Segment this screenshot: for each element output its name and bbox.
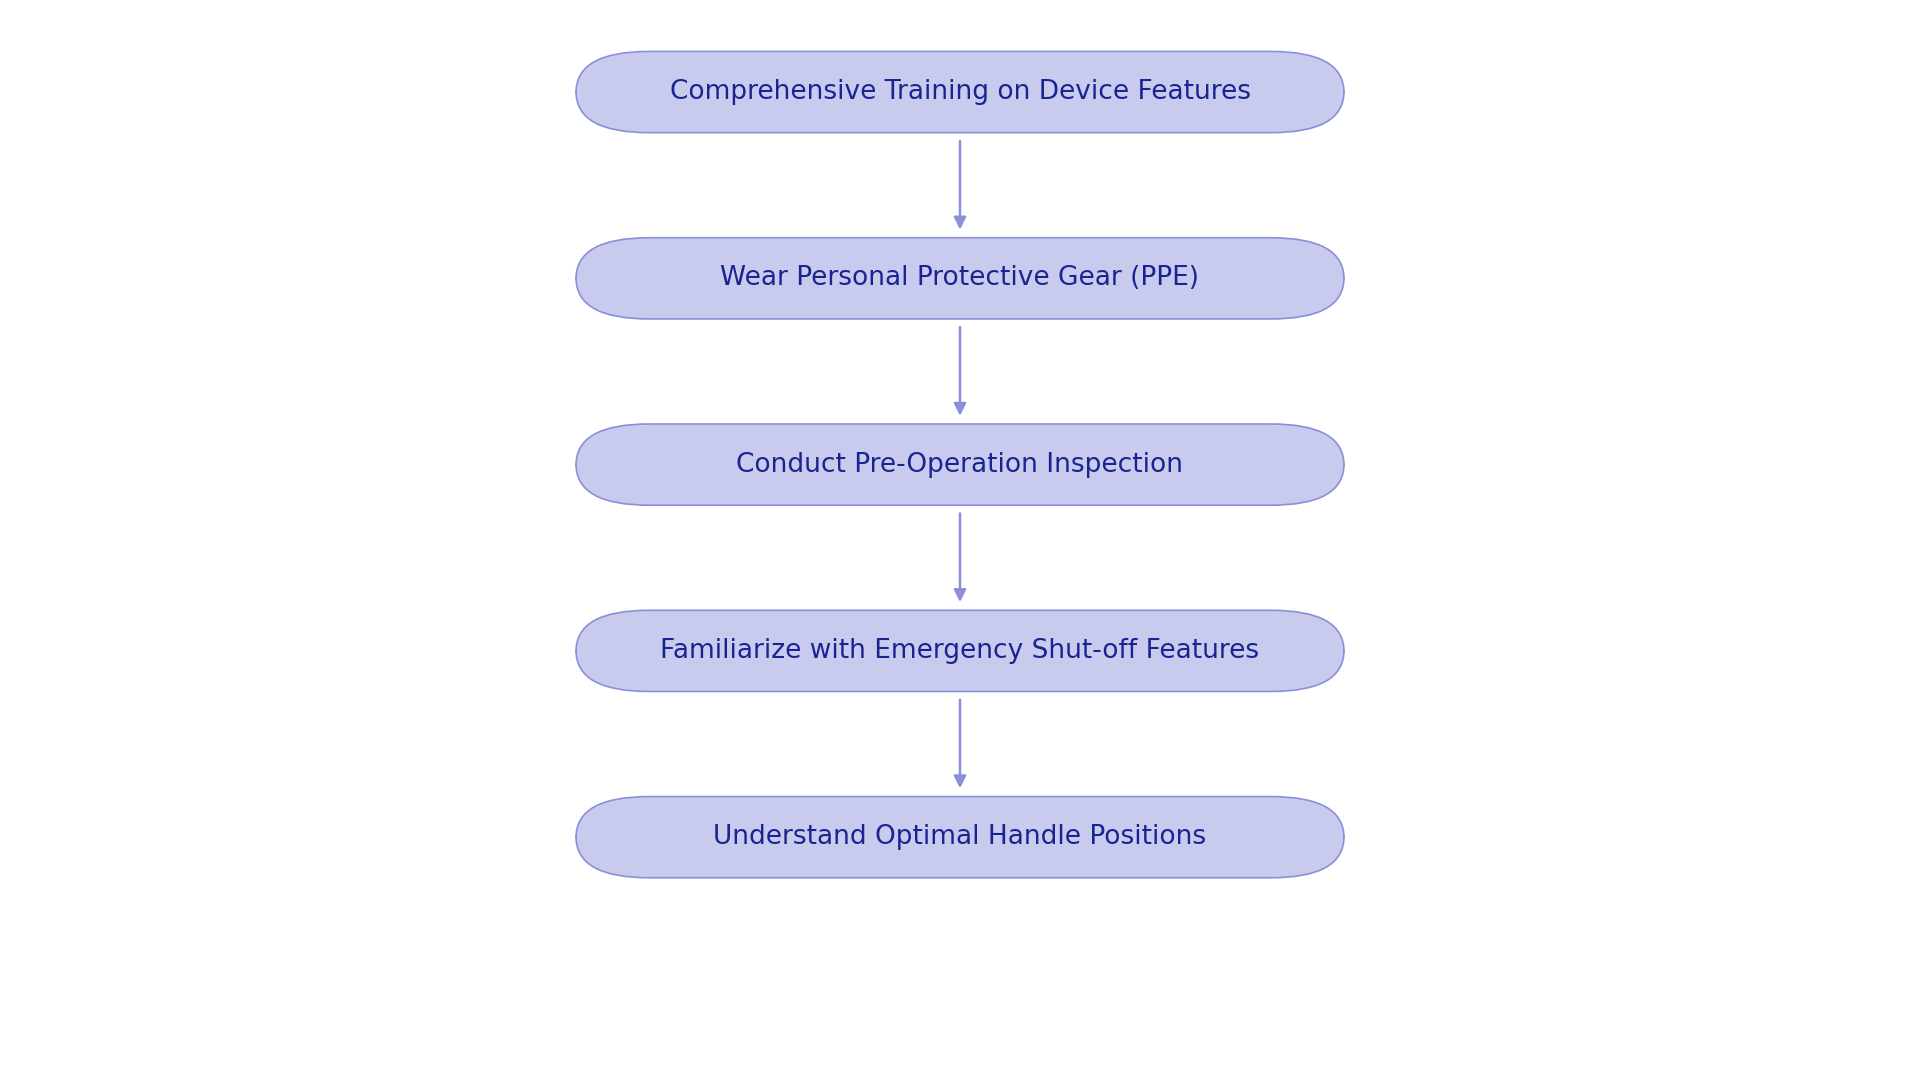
FancyBboxPatch shape — [576, 610, 1344, 691]
Text: Comprehensive Training on Device Features: Comprehensive Training on Device Feature… — [670, 79, 1250, 105]
Text: Wear Personal Protective Gear (PPE): Wear Personal Protective Gear (PPE) — [720, 265, 1200, 291]
FancyBboxPatch shape — [576, 423, 1344, 505]
Text: Conduct Pre-Operation Inspection: Conduct Pre-Operation Inspection — [737, 452, 1183, 478]
FancyBboxPatch shape — [576, 238, 1344, 318]
Text: Familiarize with Emergency Shut-off Features: Familiarize with Emergency Shut-off Feat… — [660, 638, 1260, 664]
FancyBboxPatch shape — [576, 51, 1344, 132]
FancyBboxPatch shape — [576, 796, 1344, 877]
Text: Understand Optimal Handle Positions: Understand Optimal Handle Positions — [714, 824, 1206, 850]
